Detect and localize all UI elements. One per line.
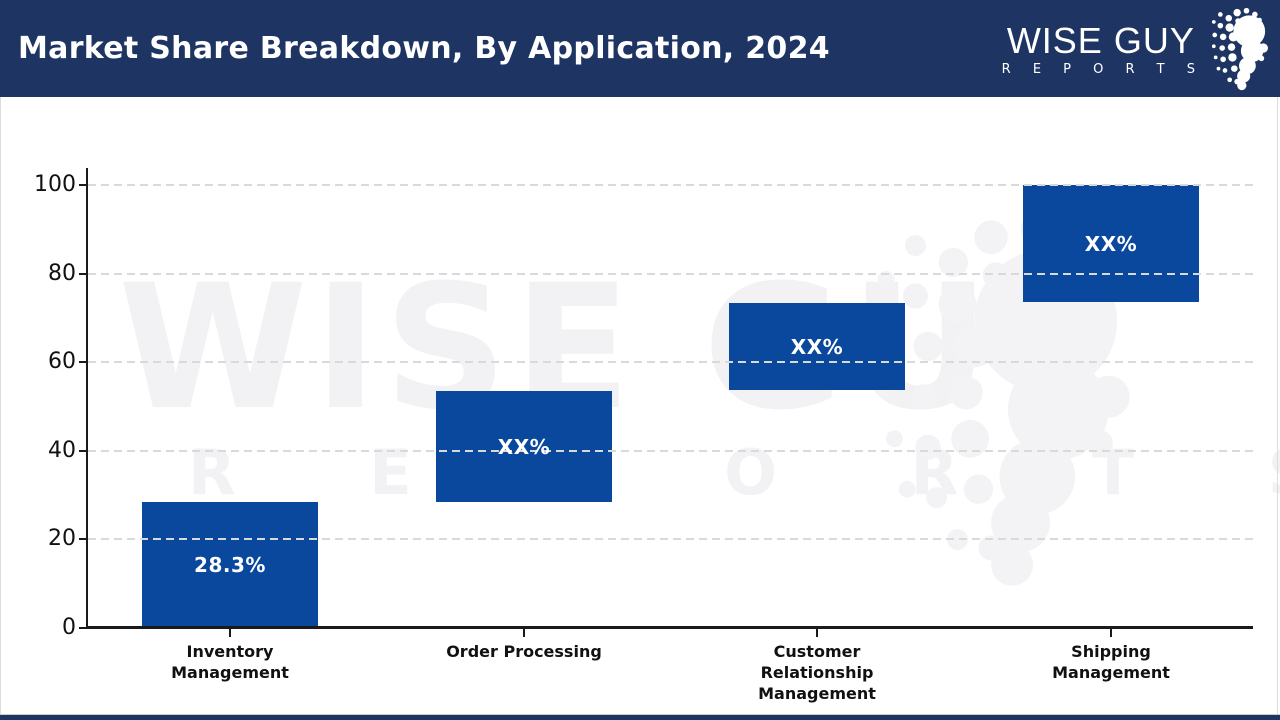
y-axis-spine <box>86 168 88 628</box>
bar-segment <box>436 391 612 503</box>
logo-wordmark: WISE GUY <box>1006 19 1195 61</box>
logo-subtitle: R E P O R T S <box>1001 61 1204 77</box>
header-bar: Market Share Breakdown, By Application, … <box>0 0 1280 97</box>
y-tick-label-0: 0 <box>62 614 76 640</box>
y-tick-label-60: 60 <box>48 349 76 374</box>
y-tick-0 <box>79 626 88 629</box>
gridline-40 <box>88 449 1253 452</box>
gridline-80 <box>88 272 1253 275</box>
y-tick-80 <box>79 272 88 275</box>
y-tick-label-40: 40 <box>48 437 76 463</box>
left-border <box>0 97 1 715</box>
bar-segment <box>142 502 318 628</box>
bar-value-label: XX% <box>497 434 551 459</box>
y-tick-40 <box>79 449 88 452</box>
y-tick-label-20: 20 <box>48 526 76 551</box>
x-axis-spine <box>86 626 1253 629</box>
gridline-20 <box>88 538 1253 540</box>
x-tick <box>523 628 525 637</box>
right-border <box>1277 97 1278 715</box>
x-category-label: Inventory Management <box>171 642 289 682</box>
logo-text: WISE GUY R E P O R T S <box>998 19 1204 77</box>
bar-segment <box>729 303 905 391</box>
gridline-60 <box>88 361 1253 363</box>
y-tick-20 <box>79 538 88 540</box>
bar-value-label: 28.3% <box>194 552 266 577</box>
y-tick-60 <box>79 361 88 363</box>
x-category-label: Order Processing <box>446 642 602 661</box>
face-dots-icon <box>1211 7 1268 91</box>
bar-value-label: XX% <box>1084 231 1138 256</box>
footer-bar <box>0 714 1280 720</box>
y-tick-label-80: 80 <box>48 260 76 286</box>
x-tick <box>229 628 231 637</box>
wise-guy-reports-logo: WISE GUY R E P O R T S <box>998 4 1272 94</box>
x-tick <box>1110 628 1112 637</box>
x-tick <box>816 628 818 637</box>
gridline-100 <box>88 184 1253 186</box>
page-title: Market Share Breakdown, By Application, … <box>18 31 830 66</box>
x-category-label: Shipping Management <box>1052 642 1170 682</box>
y-tick-label-100: 100 <box>34 172 76 197</box>
bar-value-label: XX% <box>790 334 844 359</box>
x-category-label: Customer Relationship Management <box>758 642 876 703</box>
bar-segment <box>1023 185 1199 303</box>
y-tick-100 <box>79 184 88 186</box>
